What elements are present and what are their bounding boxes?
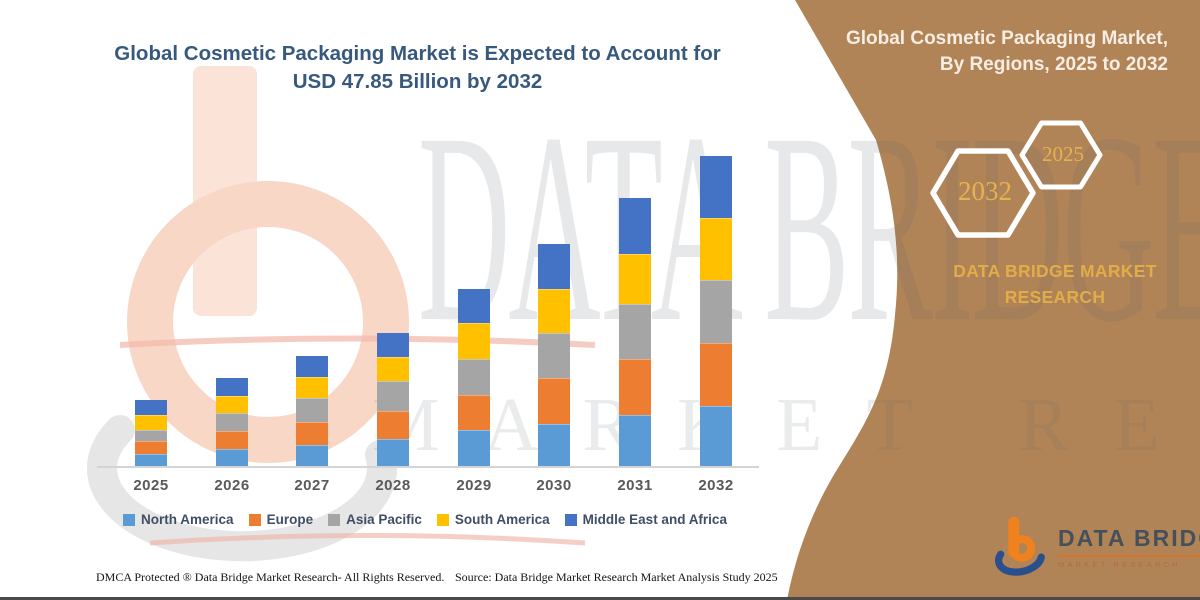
side-panel-title-line2: By Regions, 2025 to 2032 — [939, 53, 1168, 75]
legend-label: Asia Pacific — [346, 512, 422, 527]
bar-segment-north-america — [538, 424, 570, 466]
chart-title-line2: USD 47.85 Billion by 2032 — [292, 70, 543, 94]
x-axis-label-2030: 2030 — [536, 477, 572, 494]
side-panel-title-line1: Global Cosmetic Packaging Market, — [845, 28, 1168, 49]
legend-swatch — [436, 513, 449, 526]
bar-segment-south-america — [216, 395, 248, 413]
x-axis-label-2028: 2028 — [375, 477, 411, 494]
bar-segment-south-america — [135, 414, 167, 430]
bar-segment-south-america — [700, 218, 732, 281]
bar-segment-south-america — [458, 322, 490, 359]
legend-label: South America — [454, 512, 550, 527]
bar-segment-middle-east-and-africa — [700, 155, 732, 219]
x-axis-label-2025: 2025 — [133, 477, 169, 494]
brand-text-line1: DATA BRIDGE MARKET — [953, 261, 1157, 281]
bar-2032 — [700, 155, 732, 466]
bar-segment-europe — [135, 441, 167, 454]
bar-segment-asia-pacific — [619, 304, 651, 360]
logo-name: DATA BRIDGE — [1058, 525, 1200, 557]
bar-segment-europe — [619, 359, 651, 415]
x-axis-label-2031: 2031 — [617, 477, 653, 494]
data-bridge-logo-icon — [994, 516, 1045, 576]
bar-segment-europe — [216, 430, 248, 450]
footer-copyright: DMCA Protected ® Data Bridge Market Rese… — [96, 570, 445, 584]
bar-segment-north-america — [619, 414, 651, 466]
x-axis-label-2026: 2026 — [214, 477, 250, 494]
legend-swatch — [564, 513, 577, 526]
bar-segment-middle-east-and-africa — [619, 198, 651, 255]
chart-title: Global Cosmetic Packaging Market is Expe… — [95, 40, 740, 97]
brand-text-line2: RESEARCH — [1004, 287, 1106, 308]
legend-item-asia-pacific: Asia Pacific — [328, 512, 422, 527]
logo-tagline: MARKET RESEARCH — [1058, 560, 1181, 569]
bar-segment-asia-pacific — [700, 280, 732, 344]
chart-legend: North America Europe Asia Pacific South Ame… — [85, 512, 765, 527]
x-axis-label-2027: 2027 — [294, 477, 330, 494]
bar-segment-middle-east-and-africa — [377, 332, 409, 358]
bar-segment-asia-pacific — [135, 429, 167, 442]
bar-segment-middle-east-and-africa — [538, 244, 570, 290]
bar-segment-south-america — [296, 376, 328, 399]
bar-segment-north-america — [700, 406, 732, 466]
bar-segment-europe — [377, 410, 409, 440]
legend-item-south-america: South America — [436, 512, 550, 527]
hexagon-2025 — [1019, 120, 1103, 190]
bar-2026 — [216, 377, 248, 466]
bar-segment-asia-pacific — [377, 381, 409, 411]
bar-segment-middle-east-and-africa — [216, 377, 248, 396]
bar-segment-asia-pacific — [296, 398, 328, 423]
hexagon-2032 — [930, 148, 1036, 238]
x-axis-line — [97, 466, 759, 468]
bar-segment-north-america — [216, 449, 248, 466]
bar-segment-europe — [296, 422, 328, 445]
bar-2025 — [135, 399, 167, 466]
bar-segment-europe — [538, 377, 570, 425]
bar-segment-north-america — [296, 444, 328, 466]
x-axis-label-2032: 2032 — [698, 477, 734, 494]
bar-segment-north-america — [458, 430, 490, 466]
footer-source: Source: Data Bridge Market Research Mark… — [455, 570, 778, 584]
bar-2030 — [538, 244, 570, 466]
data-bridge-logo: DATA BRIDGE MARKET RESEARCH — [992, 516, 1200, 578]
chart-title-line1: Global Cosmetic Packaging Market is Expe… — [114, 42, 721, 65]
bar-segment-middle-east-and-africa — [296, 356, 328, 377]
bar-segment-middle-east-and-africa — [135, 399, 167, 415]
x-axis-label-2029: 2029 — [456, 477, 492, 494]
brand-text: DATA BRIDGE MARKET RESEARCH — [935, 258, 1175, 311]
bar-2028 — [377, 332, 409, 466]
bar-segment-north-america — [135, 453, 167, 466]
legend-item-north-america: North America — [123, 512, 234, 527]
legend-label: Europe — [266, 512, 314, 527]
side-panel-title: Global Cosmetic Packaging Market, By Reg… — [825, 26, 1168, 77]
bar-segment-europe — [700, 343, 732, 407]
bar-segment-middle-east-and-africa — [458, 289, 490, 323]
legend-label: North America — [141, 512, 234, 527]
bar-segment-south-america — [619, 254, 651, 305]
hexagon-badges — [930, 120, 1103, 238]
legend-swatch — [248, 513, 261, 526]
bar-segment-south-america — [538, 289, 570, 333]
bar-segment-asia-pacific — [216, 412, 248, 431]
bar-2029 — [458, 289, 490, 466]
bar-2027 — [296, 356, 328, 466]
legend-label: Middle East and Africa — [582, 512, 727, 527]
bar-segment-europe — [458, 395, 490, 431]
hexagon-2032-label: 2032 — [958, 176, 1012, 206]
hexagon-2025-label: 2025 — [1042, 142, 1084, 166]
legend-item-europe: Europe — [248, 512, 314, 527]
bar-2031 — [619, 198, 651, 466]
bar-segment-south-america — [377, 357, 409, 382]
legend-swatch — [328, 513, 341, 526]
bar-segment-asia-pacific — [458, 358, 490, 396]
legend-item-middle-east-and-africa: Middle East and Africa — [564, 512, 727, 527]
bar-segment-asia-pacific — [538, 332, 570, 378]
bar-segment-north-america — [377, 439, 409, 466]
legend-swatch — [123, 513, 136, 526]
